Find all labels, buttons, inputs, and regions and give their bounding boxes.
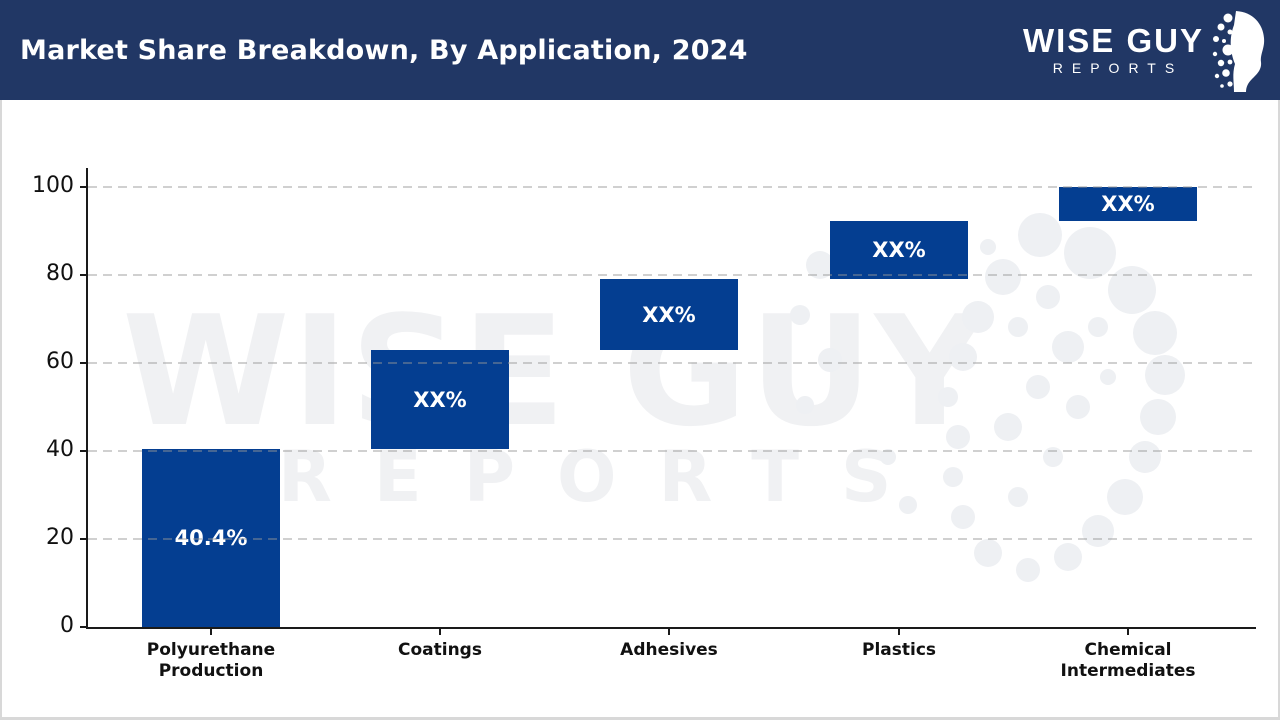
x-category-label: Coatings (398, 640, 482, 660)
x-tick-3 (668, 627, 670, 635)
x-axis (86, 627, 1256, 629)
bar-value-label: XX% (1101, 191, 1155, 216)
bar-2: XX% (371, 349, 509, 450)
grid-line-100 (88, 186, 1256, 188)
x-tick-1 (210, 627, 212, 635)
bar-value-label: XX% (413, 387, 467, 412)
bar-value-label: XX% (872, 238, 926, 263)
x-category-label: Plastics (861, 640, 937, 660)
header-bar: Market Share Breakdown, By Application, … (0, 0, 1280, 100)
y-tick-100 (80, 186, 88, 188)
brand-logo-text: WISE GUY REPORTS (1023, 24, 1204, 76)
y-tick-label-20: 20 (46, 525, 74, 550)
y-tick-20 (80, 538, 88, 540)
y-tick-80 (80, 274, 88, 276)
bar-3: XX% (600, 279, 738, 350)
bar-1: 40.4% (142, 449, 280, 627)
watermark-brand: WISE GUY (122, 283, 987, 460)
x-category-label: Chemical Intermediates (1060, 640, 1196, 682)
grid-line-60 (88, 362, 1256, 364)
y-tick-label-80: 80 (46, 261, 74, 286)
y-tick-label-0: 0 (60, 613, 74, 638)
x-category-label: Adhesives (620, 640, 718, 660)
brand-name: WISE GUY (1022, 22, 1204, 59)
y-tick-40 (80, 450, 88, 452)
bar-5: XX% (1059, 187, 1197, 221)
y-tick-0 (80, 626, 88, 628)
y-tick-60 (80, 362, 88, 364)
x-tick-5 (1127, 627, 1129, 635)
x-tick-4 (898, 627, 900, 635)
watermark-subname: REPORTS (278, 436, 934, 518)
watermark-face-icon (790, 213, 1185, 582)
x-category-label: Polyurethane Production (146, 640, 276, 682)
y-tick-label-40: 40 (46, 437, 74, 462)
grid-line-80 (88, 274, 1256, 276)
grid-line-40 (88, 450, 1256, 452)
y-tick-label-60: 60 (46, 349, 74, 374)
brand-logo: WISE GUY REPORTS (1023, 8, 1280, 92)
grid-line-20 (88, 538, 1256, 540)
bar-4: XX% (830, 220, 968, 280)
x-tick-2 (439, 627, 441, 635)
y-tick-label-100: 100 (32, 173, 74, 198)
y-axis (86, 168, 88, 629)
bar-value-label: 40.4% (174, 526, 248, 551)
bar-value-label: XX% (642, 302, 696, 327)
wiseguy-face-icon (1212, 11, 1265, 92)
brand-subname: REPORTS (1052, 60, 1184, 76)
page-title: Market Share Breakdown, By Application, … (20, 34, 748, 66)
